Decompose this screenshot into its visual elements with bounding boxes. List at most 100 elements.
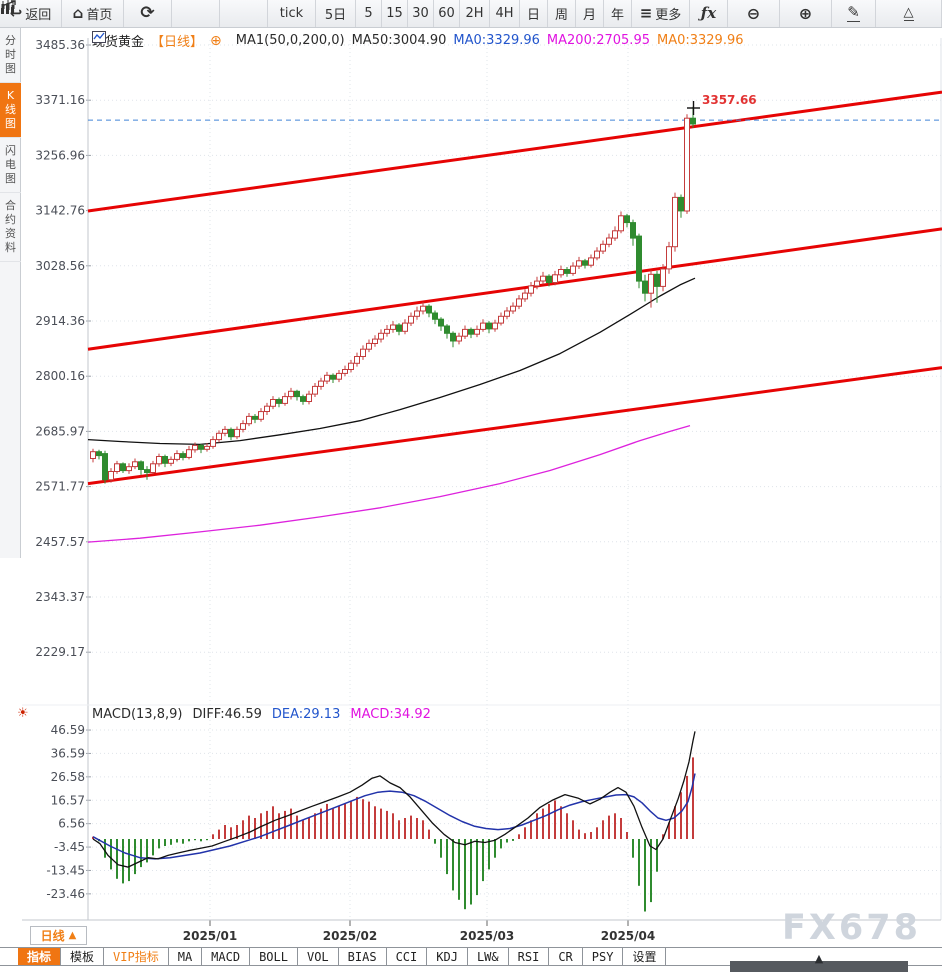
toolbar-button-zoom-out[interactable]: ⊖: [728, 0, 780, 27]
candle: [576, 260, 582, 267]
candle: [288, 390, 294, 398]
candle: [570, 265, 576, 274]
toolbar-button-home[interactable]: ⌂ 首页: [62, 0, 124, 27]
candle: [396, 324, 402, 332]
candle: [588, 257, 594, 266]
tab-cr[interactable]: CR: [549, 948, 583, 965]
candle: [444, 325, 450, 334]
triangle-icon: △: [903, 5, 914, 21]
toolbar-button-tick[interactable]: tick: [268, 0, 316, 27]
toolbar-button-pencil[interactable]: ✎: [832, 0, 876, 27]
sidebar-item-lightning-chart[interactable]: 闪电图: [0, 138, 21, 193]
candle: [222, 428, 228, 434]
ma0-value: MA0:3329.96: [453, 33, 540, 48]
refresh-icon: ⟳: [140, 3, 155, 23]
x-axis-label: 2025/04: [600, 929, 656, 943]
candle: [582, 260, 588, 266]
toolbar-button-more[interactable]: ≡ 更多: [632, 0, 690, 27]
toolbar-button-fx[interactable]: ƒx: [690, 0, 728, 27]
toolbar-button-refresh[interactable]: ⟳: [124, 0, 172, 27]
candle: [672, 196, 678, 248]
panel-expand-handle[interactable]: ▲: [730, 952, 908, 972]
tab-macd[interactable]: MACD: [202, 948, 251, 965]
candle: [522, 292, 528, 300]
macd-axis-label: 6.56: [58, 817, 85, 831]
toolbar-button-day[interactable]: 日: [520, 0, 548, 27]
tab-psy[interactable]: PSY: [583, 948, 624, 965]
tab-ma[interactable]: MA: [169, 948, 203, 965]
toolbar-button-label: 月: [582, 8, 596, 23]
candle: [558, 269, 564, 276]
macd-settings-icon[interactable]: ☀: [17, 706, 29, 721]
candle: [390, 324, 396, 330]
toolbar-button-shapes[interactable]: △: [876, 0, 942, 27]
toolbar-button-4h[interactable]: 4H: [490, 0, 520, 27]
toolbar-button-label: 30: [412, 6, 429, 21]
candle: [366, 342, 372, 350]
ma200-line: [87, 424, 691, 543]
toolbar-button-15[interactable]: 15: [382, 0, 408, 27]
toolbar-button-label: 返回: [25, 8, 52, 23]
toolbar-button-week[interactable]: 周: [548, 0, 576, 27]
candle: [420, 305, 426, 312]
sidebar-item-contract-info[interactable]: 合约资料: [0, 193, 21, 262]
macd-axis-label: 26.58: [51, 770, 85, 784]
toolbar-button-bar-chart[interactable]: [1, 0, 220, 27]
tab-lwr[interactable]: LW&: [468, 948, 509, 965]
candle: [408, 315, 414, 324]
candle: [108, 471, 114, 481]
candle: [336, 372, 342, 380]
candle: [132, 461, 138, 468]
toolbar-button-label: 周: [554, 8, 568, 23]
pencil-icon: ✎: [847, 3, 860, 22]
tab-template[interactable]: 模板: [61, 948, 105, 965]
y-axis-label: 2343.37: [35, 590, 85, 604]
candle: [486, 322, 492, 330]
candle: [600, 243, 606, 252]
y-axis-label: 3142.76: [35, 204, 85, 218]
tab-settings[interactable]: 设置: [623, 948, 667, 965]
y-axis-label: 2800.16: [35, 369, 85, 383]
candle: [90, 451, 96, 460]
toolbar-button-month[interactable]: 月: [576, 0, 604, 27]
candle: [318, 380, 324, 387]
tab-kdj[interactable]: KDJ: [427, 948, 468, 965]
toolbar-button-2h[interactable]: 2H: [460, 0, 490, 27]
tab-rsi[interactable]: RSI: [509, 948, 550, 965]
toolbar-button-year[interactable]: 年: [604, 0, 632, 27]
tab-vol[interactable]: VOL: [298, 948, 339, 965]
macd-params: MACD(13,8,9): [92, 707, 183, 722]
tab-bias[interactable]: BIAS: [339, 948, 387, 965]
candle: [450, 332, 456, 342]
tab-vip-indicator[interactable]: VIP指标: [104, 948, 169, 965]
toolbar-button-label: 更多: [655, 8, 682, 23]
candle: [252, 415, 258, 420]
candle: [414, 310, 420, 317]
candle: [654, 273, 660, 287]
toolbar-button-5d[interactable]: 5日: [316, 0, 356, 27]
crosshair-marker: [687, 101, 700, 115]
candle: [270, 399, 276, 407]
add-indicator-icon[interactable]: ⊕: [210, 32, 222, 49]
macd-dea-value: DEA:29.13: [271, 707, 341, 722]
toolbar-button-5[interactable]: 5: [356, 0, 382, 27]
x-axis-label: 2025/03: [459, 929, 515, 943]
toolbar-button-candle-chart[interactable]: [1, 0, 268, 27]
toolbar-button-zoom-in[interactable]: ⊕: [780, 0, 832, 27]
candle: [462, 328, 468, 337]
candle: [552, 274, 558, 283]
tab-boll[interactable]: BOLL: [250, 948, 298, 965]
toolbar-button-60[interactable]: 60: [434, 0, 460, 27]
tab-indicator[interactable]: 指标: [18, 948, 62, 965]
period-selector[interactable]: 日线 ▲: [30, 926, 87, 945]
main-grid: 3485.36 3371.16 3256.96 3142.76 3028.56 2914.…: [22, 38, 942, 926]
sidebar-item-time-chart[interactable]: 分时图: [0, 28, 21, 83]
toolbar-button-label: tick: [279, 6, 304, 21]
candle: [618, 215, 624, 232]
tab-cci[interactable]: CCI: [387, 948, 428, 965]
toolbar-button-label: 4H: [495, 6, 514, 21]
toolbar-button-30[interactable]: 30: [408, 0, 434, 27]
x-axis-label: 2025/02: [322, 929, 378, 943]
